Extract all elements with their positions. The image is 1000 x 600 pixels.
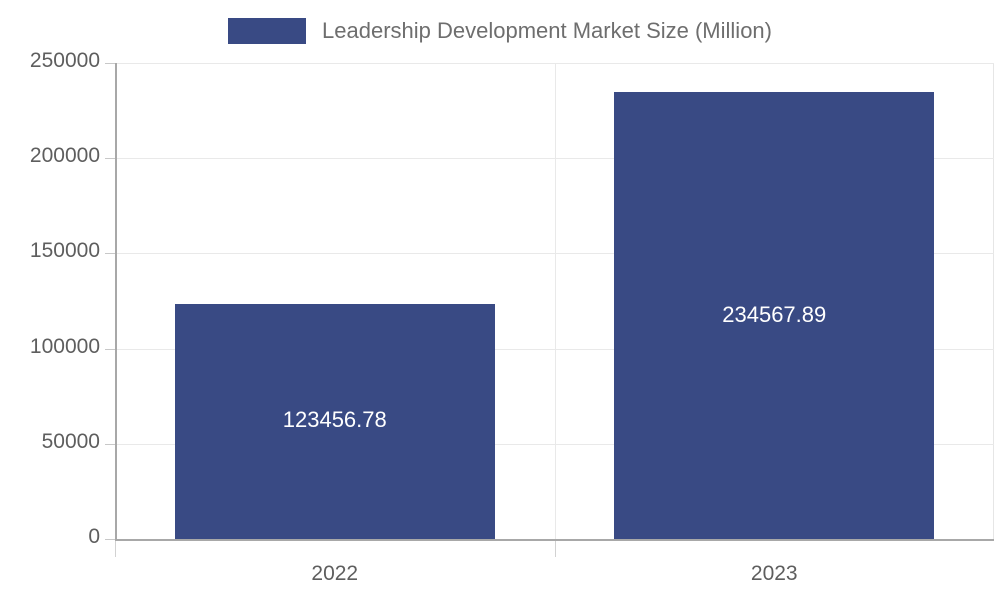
legend-color-swatch-icon: [228, 18, 307, 44]
y-tick-mark: [105, 443, 115, 445]
y-tick-mark: [105, 539, 115, 540]
y-tick-label: 200000: [29, 144, 100, 168]
y-tick-label: 50000: [41, 429, 100, 453]
legend-item-label: Leadership Development Market Size (Mill…: [322, 18, 772, 43]
plot-border-right: [993, 63, 994, 540]
x-axis-line: [115, 539, 994, 541]
y-tick-label: 150000: [29, 239, 100, 263]
y-tick-label: 0: [88, 525, 100, 548]
y-tick-mark: [105, 63, 115, 64]
y-tick-mark: [105, 158, 115, 160]
bar-2023[interactable]: [614, 92, 935, 539]
x-tick-label-2022: 2022: [311, 562, 359, 585]
y-tick-mark: [105, 253, 115, 255]
y-tick-label: 250000: [29, 49, 100, 72]
chart-legend: Leadership Development Market Size (Mill…: [0, 12, 1000, 50]
bar-2022[interactable]: [174, 303, 495, 539]
y-tick-mark: [105, 348, 115, 350]
gridline-vertical: [554, 63, 556, 539]
bar-value-label-2023: 234567.89: [722, 301, 827, 327]
y-tick-label: 100000: [29, 334, 100, 358]
plot-area: 123456.78 234567.89: [115, 63, 994, 539]
bar-value-label-2022: 123456.78: [282, 407, 387, 433]
x-tick-label-2023: 2023: [750, 562, 798, 585]
x-tick-mark: [115, 541, 116, 557]
y-axis-line: [115, 63, 117, 540]
legend-item-leadership-development-market-size[interactable]: Leadership Development Market Size (Mill…: [228, 18, 772, 44]
x-tick-mark: [554, 541, 556, 557]
